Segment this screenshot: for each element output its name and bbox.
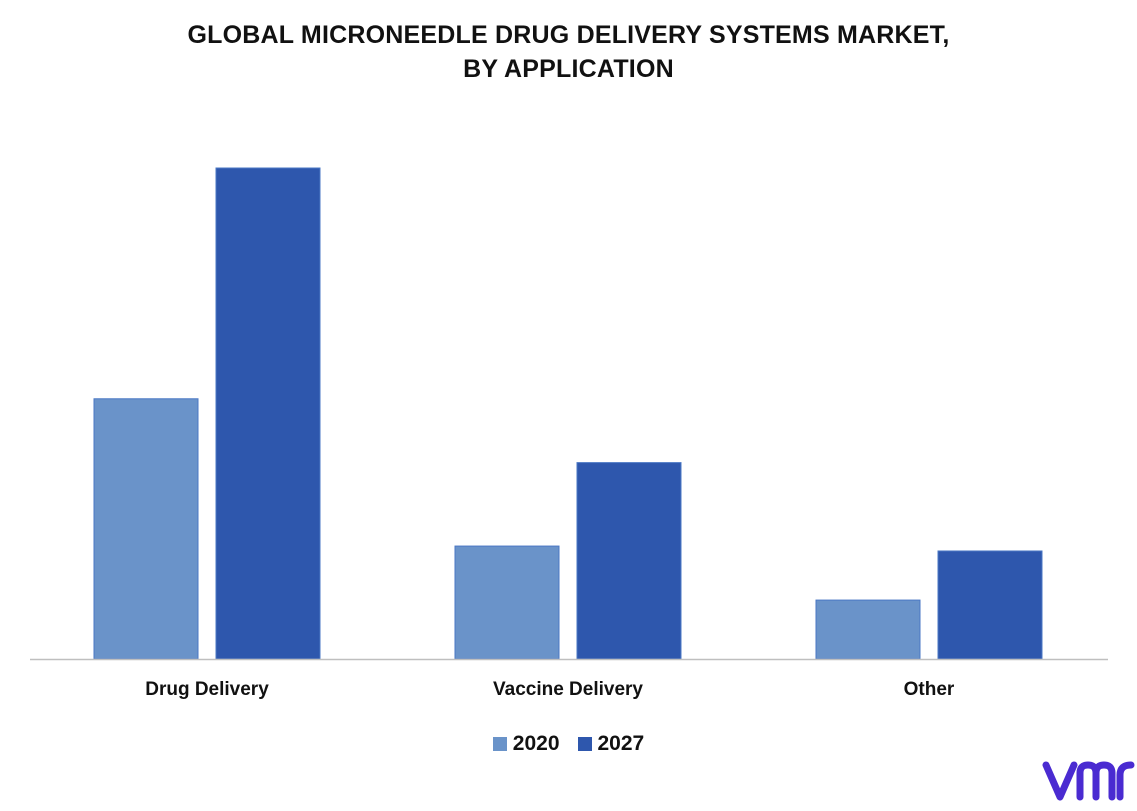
legend-label-2027: 2027: [597, 732, 645, 755]
x-axis-labels: Drug Delivery Vaccine Delivery Other: [145, 679, 955, 700]
x-tick-label-other: Other: [904, 679, 955, 700]
bar-other-2027: [937, 550, 1043, 660]
x-tick-label-drug-delivery: Drug Delivery: [145, 679, 269, 700]
chart-title-line-1: GLOBAL MICRONEEDLE DRUG DELIVERY SYSTEMS…: [187, 21, 950, 49]
bar-other-2020: [815, 599, 921, 660]
bars-group: [93, 167, 1043, 660]
legend: 2020 2027: [0, 732, 1137, 756]
legend-label-2020: 2020: [512, 732, 560, 755]
chart-title: GLOBAL MICRONEEDLE DRUG DELIVERY SYSTEMS…: [0, 18, 1137, 86]
x-tick-label-vaccine-delivery: Vaccine Delivery: [493, 679, 643, 700]
chart-title-line-2: BY APPLICATION: [463, 55, 674, 83]
bar-vaccine-delivery-2020: [454, 545, 560, 660]
vmr-logo-icon: [1042, 761, 1135, 801]
legend-swatch-2020: [492, 737, 507, 751]
bar-drug-delivery-2027: [215, 167, 321, 660]
bar-drug-delivery-2020: [93, 398, 199, 660]
bar-vaccine-delivery-2027: [576, 462, 682, 660]
legend-item-2020: 2020: [492, 732, 560, 756]
legend-item-2027: 2027: [577, 732, 645, 756]
legend-swatch-2027: [577, 737, 592, 751]
